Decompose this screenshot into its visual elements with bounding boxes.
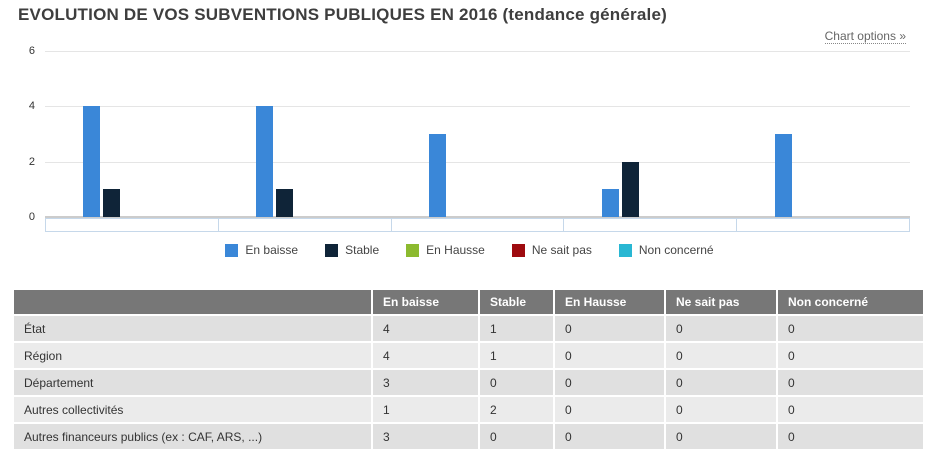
value-cell: 0 — [480, 370, 555, 397]
bar-group — [564, 51, 737, 217]
table-header-cell: Ne sait pas — [666, 290, 778, 316]
x-axis-category-cell — [45, 218, 219, 232]
value-cell: 0 — [778, 316, 925, 343]
legend-label: Ne sait pas — [531, 243, 592, 257]
bar-stable — [622, 161, 639, 217]
bar-group — [45, 51, 218, 217]
table-row: État 4 1 0 0 0 — [14, 316, 925, 343]
page-title: EVOLUTION DE VOS SUBVENTIONS PUBLIQUES E… — [18, 5, 667, 24]
bar-en-baisse — [256, 106, 273, 217]
value-cell: 0 — [555, 343, 666, 370]
value-cell: 0 — [555, 424, 666, 451]
value-cell: 0 — [666, 343, 778, 370]
value-cell: 1 — [373, 397, 480, 424]
value-cell: 0 — [778, 424, 925, 451]
value-cell: 0 — [666, 370, 778, 397]
x-axis-band — [45, 218, 910, 232]
value-cell: 0 — [666, 424, 778, 451]
value-cell: 0 — [778, 343, 925, 370]
bar-en-baisse — [775, 134, 792, 217]
bar-stable — [276, 189, 293, 217]
table-header-cell: Stable — [480, 290, 555, 316]
row-label-cell: Département — [14, 370, 373, 397]
legend-item: Non concerné — [618, 243, 714, 257]
table-header-cell: Non concerné — [778, 290, 925, 316]
gridline — [45, 106, 910, 108]
x-axis-category-cell — [390, 218, 565, 232]
value-cell: 3 — [373, 370, 480, 397]
legend-swatch — [511, 243, 525, 257]
value-cell: 0 — [555, 397, 666, 424]
table-header-cell — [14, 290, 373, 316]
y-axis-tick-label: 4 — [28, 100, 35, 113]
value-cell: 0 — [555, 370, 666, 397]
value-cell: 4 — [373, 343, 480, 370]
gridline — [45, 51, 910, 52]
table-header-cell: En baisse — [373, 290, 480, 316]
value-cell: 0 — [480, 424, 555, 451]
value-cell: 0 — [778, 370, 925, 397]
chart-legend: En baisse Stable En Hausse Ne sait pas Non c… — [0, 243, 939, 257]
row-label-cell: Autres collectivités — [14, 397, 373, 424]
table-row: Région 4 1 0 0 0 — [14, 343, 925, 370]
y-axis-tick-label: 6 — [28, 45, 35, 57]
value-cell: 1 — [480, 316, 555, 343]
bar-en-baisse — [83, 106, 100, 217]
value-cell: 3 — [373, 424, 480, 451]
row-label-cell: Autres financeurs publics (ex : CAF, ARS… — [14, 424, 373, 451]
table-row: Autres financeurs publics (ex : CAF, ARS… — [14, 424, 925, 451]
y-axis-tick-label: 2 — [28, 155, 35, 168]
gridline — [45, 161, 910, 163]
legend-label: Stable — [345, 243, 380, 257]
bar-group — [737, 51, 910, 217]
table-row: Autres collectivités 1 2 0 0 0 — [14, 397, 925, 424]
value-cell: 2 — [480, 397, 555, 424]
legend-item: En baisse — [225, 243, 298, 257]
x-axis-baseline — [45, 216, 910, 218]
legend-swatch — [618, 243, 632, 257]
legend-swatch — [406, 243, 420, 257]
x-axis-category-cell — [563, 218, 738, 232]
x-axis-category-cell — [736, 218, 910, 232]
legend-item: Ne sait pas — [511, 243, 592, 257]
value-cell: 4 — [373, 316, 480, 343]
bar-en-baisse — [602, 189, 619, 217]
bar-group — [391, 51, 564, 217]
value-cell: 0 — [666, 316, 778, 343]
chart-options-link[interactable]: Chart options » — [824, 29, 906, 44]
plot-area: 0 2 4 6 — [29, 45, 910, 223]
x-axis-category-cell — [217, 218, 392, 232]
table-row: Département 3 0 0 0 0 — [14, 370, 925, 397]
bar-group — [218, 51, 391, 217]
y-axis-tick-label: 0 — [28, 211, 35, 223]
table-header-cell: En Hausse — [555, 290, 666, 316]
legend-swatch — [225, 243, 239, 257]
table-header-row: En baisse Stable En Hausse Ne sait pas Non c… — [14, 290, 925, 316]
legend-swatch — [325, 243, 339, 257]
legend-item: Stable — [325, 243, 379, 257]
legend-item: En Hausse — [406, 243, 485, 257]
value-cell: 1 — [480, 343, 555, 370]
row-label-cell: État — [14, 316, 373, 343]
legend-label: En baisse — [245, 243, 299, 257]
legend-label: Non concerné — [638, 243, 714, 257]
value-cell: 0 — [666, 397, 778, 424]
row-label-cell: Région — [14, 343, 373, 370]
bar-stable — [103, 189, 120, 217]
value-cell: 0 — [555, 316, 666, 343]
data-table: En baisse Stable En Hausse Ne sait pas Non c… — [14, 290, 925, 451]
bar-en-baisse — [429, 134, 446, 217]
legend-label: En Hausse — [426, 243, 485, 257]
value-cell: 0 — [778, 397, 925, 424]
